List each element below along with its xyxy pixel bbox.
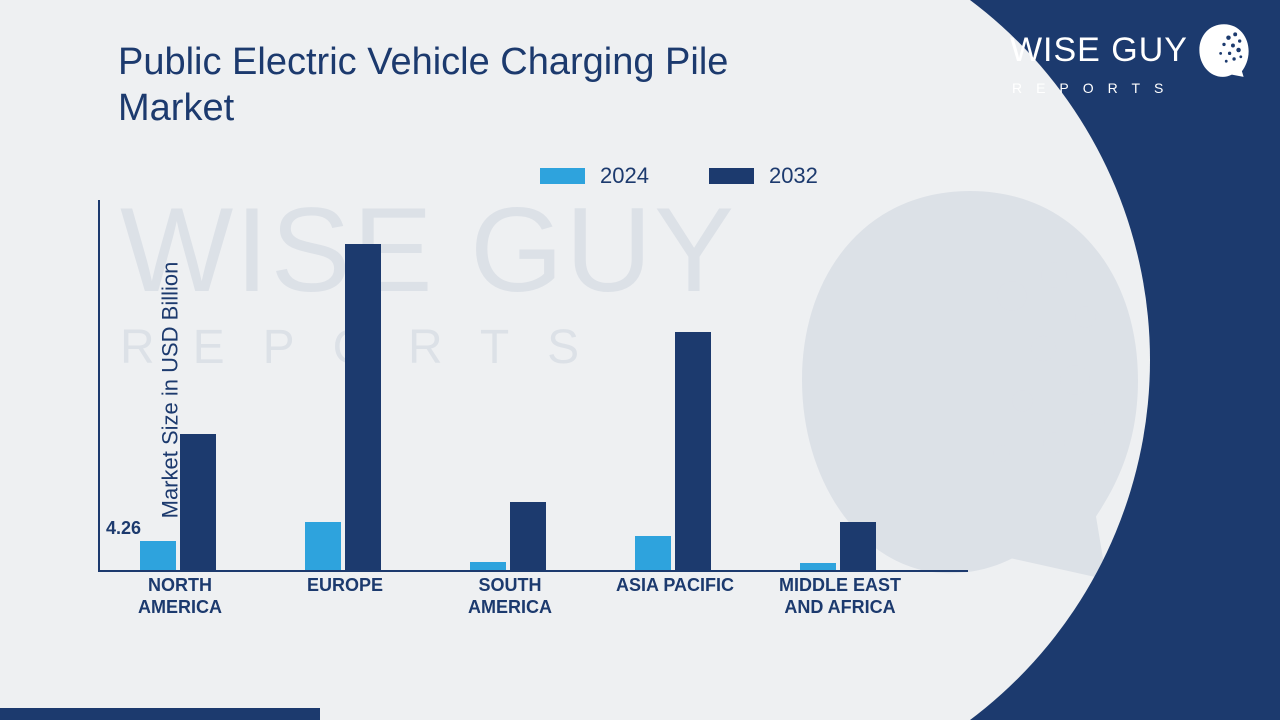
bar [675, 332, 711, 570]
legend-label: 2032 [769, 163, 818, 189]
category-label: MIDDLE EAST AND AFRICA [770, 575, 910, 618]
bar [510, 502, 546, 570]
brand-logo: WISE GUY REPORTS [1010, 22, 1252, 96]
brand-head-icon [1196, 22, 1252, 78]
category-label: ASIA PACIFIC [605, 575, 745, 597]
chart-area: 4.26 [100, 210, 970, 570]
legend-item: 2024 [540, 163, 649, 189]
chart-title: Public Electric Vehicle Charging Pile Ma… [118, 40, 758, 131]
brand-logo-sub: REPORTS [1012, 80, 1252, 96]
bar [800, 563, 836, 570]
brand-logo-main: WISE GUY [1010, 33, 1188, 67]
legend-label: 2024 [600, 163, 649, 189]
legend-swatch [540, 168, 585, 184]
bar [470, 562, 506, 570]
footer-accent-bar [0, 708, 320, 720]
bar [305, 522, 341, 570]
page-root: WISE GUY REPORTS Public Electric Vehicle… [0, 0, 1280, 720]
category-label: NORTH AMERICA [110, 575, 250, 618]
legend-item: 2032 [709, 163, 818, 189]
category-label: EUROPE [275, 575, 415, 597]
bar-value-label: 4.26 [106, 518, 141, 539]
legend-swatch [709, 168, 754, 184]
bar [180, 434, 216, 570]
bar [840, 522, 876, 570]
bar [140, 541, 176, 570]
category-label: SOUTH AMERICA [440, 575, 580, 618]
chart-plot: 4.26 [100, 210, 970, 570]
bar [345, 244, 381, 570]
bar [635, 536, 671, 570]
chart-legend: 2024 2032 [540, 163, 818, 189]
x-axis-line [98, 570, 968, 572]
